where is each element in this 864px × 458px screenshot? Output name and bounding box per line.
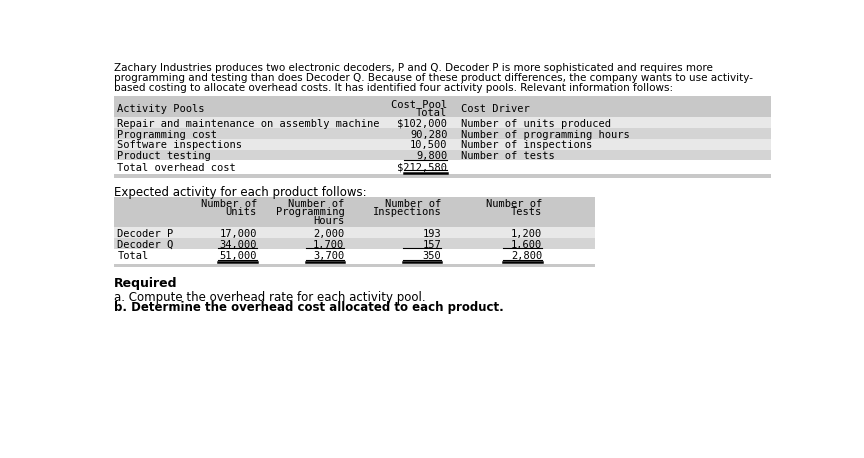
FancyBboxPatch shape bbox=[114, 196, 594, 228]
Text: Number of: Number of bbox=[385, 199, 442, 209]
Text: Total: Total bbox=[416, 108, 448, 118]
FancyBboxPatch shape bbox=[114, 228, 594, 238]
FancyBboxPatch shape bbox=[114, 264, 594, 267]
FancyBboxPatch shape bbox=[114, 128, 772, 139]
FancyBboxPatch shape bbox=[114, 174, 772, 178]
Text: Total overhead cost: Total overhead cost bbox=[118, 163, 236, 173]
Text: Inspections: Inspections bbox=[372, 207, 442, 218]
Text: 10,500: 10,500 bbox=[410, 141, 448, 150]
Text: Units: Units bbox=[226, 207, 257, 218]
Text: 157: 157 bbox=[422, 240, 442, 250]
Text: Number of units produced: Number of units produced bbox=[461, 119, 611, 129]
Text: Decoder P: Decoder P bbox=[118, 229, 174, 239]
Text: Number of: Number of bbox=[288, 199, 345, 209]
Text: Number of: Number of bbox=[486, 199, 542, 209]
Text: Cost Pool: Cost Pool bbox=[391, 100, 448, 109]
Text: programming and testing than does Decoder Q. Because of these product difference: programming and testing than does Decode… bbox=[114, 73, 753, 83]
Text: Cost Driver: Cost Driver bbox=[461, 104, 530, 114]
Text: Required: Required bbox=[114, 277, 178, 290]
Text: Expected activity for each product follows:: Expected activity for each product follo… bbox=[114, 186, 367, 199]
FancyBboxPatch shape bbox=[114, 117, 772, 128]
Text: Number of: Number of bbox=[200, 199, 257, 209]
Text: Total: Total bbox=[118, 251, 149, 261]
Text: 2,800: 2,800 bbox=[511, 251, 542, 261]
Text: 9,800: 9,800 bbox=[416, 151, 448, 161]
Text: Hours: Hours bbox=[313, 216, 345, 226]
Text: 17,000: 17,000 bbox=[219, 229, 257, 239]
Text: Number of programming hours: Number of programming hours bbox=[461, 130, 629, 140]
Text: Decoder Q: Decoder Q bbox=[118, 240, 174, 250]
Text: $212,580: $212,580 bbox=[397, 163, 448, 173]
Text: 350: 350 bbox=[422, 251, 442, 261]
Text: 1,200: 1,200 bbox=[511, 229, 542, 239]
Text: 90,280: 90,280 bbox=[410, 130, 448, 140]
Text: Number of tests: Number of tests bbox=[461, 151, 555, 161]
Text: a. Compute the overhead rate for each activity pool.: a. Compute the overhead rate for each ac… bbox=[114, 290, 426, 304]
FancyBboxPatch shape bbox=[114, 238, 594, 249]
Text: Zachary Industries produces two electronic decoders, P and Q. Decoder P is more : Zachary Industries produces two electron… bbox=[114, 63, 713, 73]
Text: Programming cost: Programming cost bbox=[118, 130, 218, 140]
Text: Repair and maintenance on assembly machine: Repair and maintenance on assembly machi… bbox=[118, 119, 380, 129]
Text: Programming: Programming bbox=[276, 207, 345, 218]
Text: 193: 193 bbox=[422, 229, 442, 239]
Text: Activity Pools: Activity Pools bbox=[118, 104, 205, 114]
Text: Tests: Tests bbox=[511, 207, 542, 218]
Text: 3,700: 3,700 bbox=[313, 251, 345, 261]
Text: Software inspections: Software inspections bbox=[118, 141, 242, 150]
Text: 1,600: 1,600 bbox=[511, 240, 542, 250]
Text: 1,700: 1,700 bbox=[313, 240, 345, 250]
FancyBboxPatch shape bbox=[114, 249, 594, 260]
FancyBboxPatch shape bbox=[114, 139, 772, 150]
Text: 2,000: 2,000 bbox=[313, 229, 345, 239]
Text: $102,000: $102,000 bbox=[397, 119, 448, 129]
FancyBboxPatch shape bbox=[114, 150, 772, 160]
FancyBboxPatch shape bbox=[114, 96, 772, 117]
FancyBboxPatch shape bbox=[114, 160, 772, 174]
Text: b. Determine the overhead cost allocated to each product.: b. Determine the overhead cost allocated… bbox=[114, 301, 504, 314]
Text: 51,000: 51,000 bbox=[219, 251, 257, 261]
Text: Product testing: Product testing bbox=[118, 151, 211, 161]
Text: based costing to allocate overhead costs. It has identified four activity pools.: based costing to allocate overhead costs… bbox=[114, 83, 673, 93]
Text: Number of inspections: Number of inspections bbox=[461, 141, 592, 150]
Text: 34,000: 34,000 bbox=[219, 240, 257, 250]
